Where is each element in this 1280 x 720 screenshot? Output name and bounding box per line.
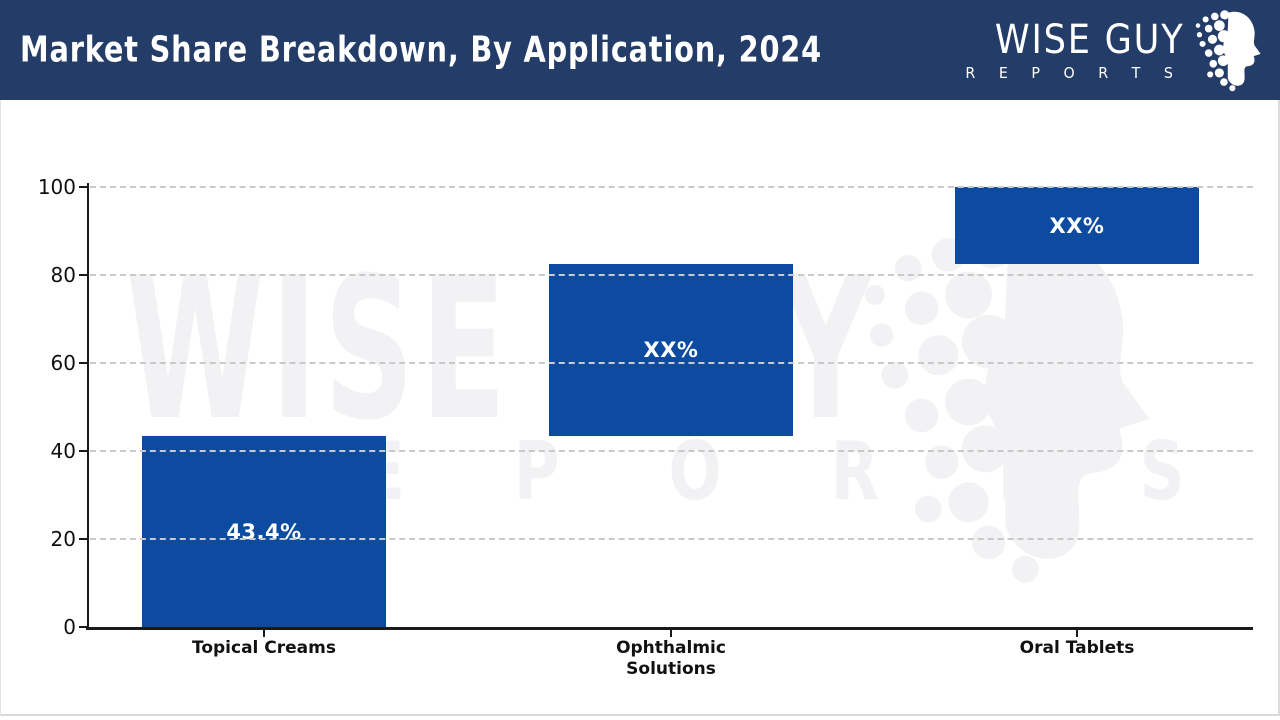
bar: 43.4% — [142, 436, 386, 627]
logo-wordmark: WISE GUY — [994, 16, 1184, 63]
x-tick — [1076, 630, 1078, 637]
logo-head-icon — [1188, 8, 1266, 92]
x-axis — [86, 627, 1253, 630]
gridline — [90, 362, 1253, 364]
y-tick — [79, 362, 87, 364]
gridline — [90, 274, 1253, 276]
y-tick — [79, 538, 87, 540]
y-tick — [79, 186, 87, 188]
x-category-label: Ophthalmic Solutions — [616, 638, 726, 679]
y-tick — [79, 626, 87, 628]
logo: WISE GUY R E P O R T S — [954, 8, 1266, 92]
bar: XX% — [549, 264, 793, 437]
right-border — [1278, 100, 1280, 716]
y-tick-label: 60 — [50, 351, 76, 375]
bar: XX% — [955, 187, 1199, 264]
left-border — [0, 100, 1, 716]
gridline — [90, 538, 1253, 540]
bar-value-label: XX% — [643, 338, 699, 363]
y-tick-label: 80 — [50, 263, 76, 287]
y-tick-label: 0 — [63, 615, 76, 639]
x-tick — [670, 630, 672, 637]
x-category-label: Oral Tablets — [1019, 638, 1135, 658]
x-category-label: Topical Creams — [191, 638, 336, 658]
header: Market Share Breakdown, By Application, … — [0, 0, 1280, 100]
gridline — [90, 186, 1253, 188]
y-tick-label: 20 — [50, 527, 76, 551]
y-axis — [87, 183, 89, 629]
logo-reports: R E P O R T S — [964, 63, 1182, 82]
y-tick — [79, 274, 87, 276]
page-title: Market Share Breakdown, By Application, … — [20, 29, 822, 71]
y-tick-label: 40 — [50, 439, 76, 463]
x-tick — [263, 630, 265, 637]
y-tick-label: 100 — [37, 175, 76, 199]
gridline — [90, 450, 1253, 452]
bar-value-label: XX% — [1049, 213, 1105, 238]
y-tick — [79, 450, 87, 452]
logo-text: WISE GUY R E P O R T S — [954, 20, 1184, 81]
bottom-border — [0, 714, 1280, 716]
